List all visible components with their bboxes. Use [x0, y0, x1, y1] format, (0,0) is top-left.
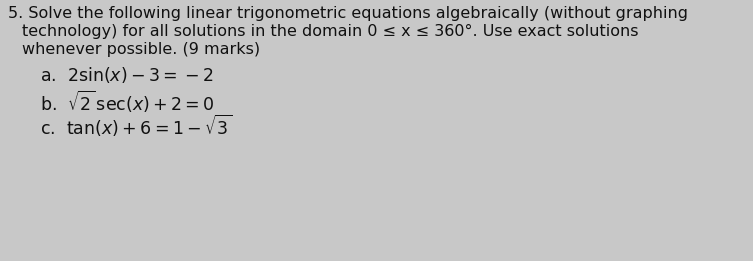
Text: technology) for all solutions in the domain 0 ≤ x ≤ 360°. Use exact solutions: technology) for all solutions in the dom…	[22, 24, 639, 39]
Text: a.  $2\sin(x) - 3 = -2$: a. $2\sin(x) - 3 = -2$	[40, 65, 213, 85]
Text: b.  $\sqrt{2}\,\sec(x) + 2 = 0$: b. $\sqrt{2}\,\sec(x) + 2 = 0$	[40, 89, 215, 115]
Text: whenever possible. (9 marks): whenever possible. (9 marks)	[22, 42, 260, 57]
Text: 5. Solve the following linear trigonometric equations algebraically (without gra: 5. Solve the following linear trigonomet…	[8, 6, 688, 21]
Text: c.  $\tan(x) + 6 = 1 - \sqrt{3}$: c. $\tan(x) + 6 = 1 - \sqrt{3}$	[40, 113, 232, 139]
